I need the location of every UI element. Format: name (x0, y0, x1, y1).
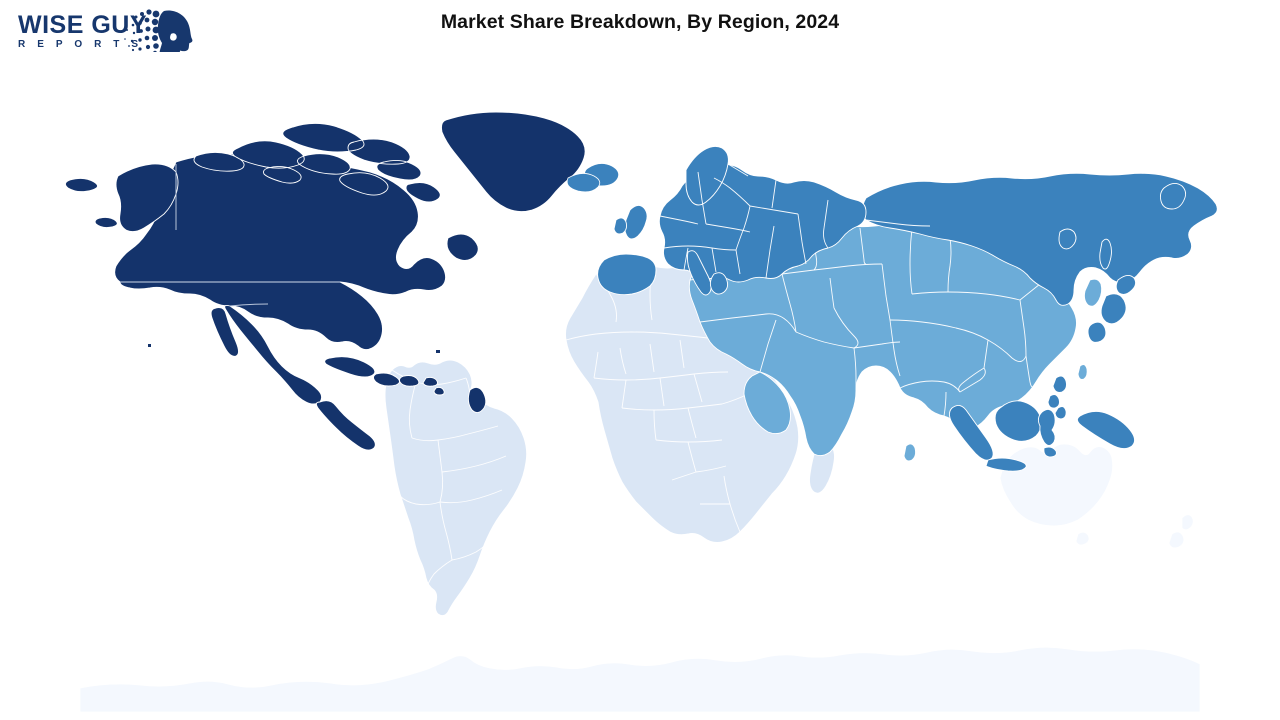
region-japan[interactable] (1087, 275, 1137, 343)
logo-line-secondary: R E P O R T S (18, 39, 143, 50)
header: WISE GUY R E P O R T S (0, 0, 1280, 59)
choropleth-world-map (0, 52, 1280, 720)
page-title: Market Share Breakdown, By Region, 2024 (440, 11, 840, 33)
region-north-america[interactable] (65, 111, 586, 451)
logo-line-primary: WISE GUY (18, 11, 148, 39)
head-network-icon (124, 9, 193, 59)
region-oceania[interactable] (999, 443, 1194, 549)
logo-wordmark: WISE GUY R E P O R T S (18, 11, 148, 51)
region-antarctica[interactable] (79, 646, 1201, 713)
region-south-america[interactable] (384, 359, 528, 617)
region-europe[interactable] (583, 145, 867, 296)
world-map-chart (0, 52, 1280, 720)
region-southeast-asia[interactable] (949, 375, 1135, 472)
region-asia[interactable] (688, 219, 1103, 462)
wiseguy-reports-logo: WISE GUY R E P O R T S (10, 6, 195, 59)
region-russia[interactable] (861, 172, 1218, 306)
region-iceland-marker[interactable] (566, 173, 601, 193)
